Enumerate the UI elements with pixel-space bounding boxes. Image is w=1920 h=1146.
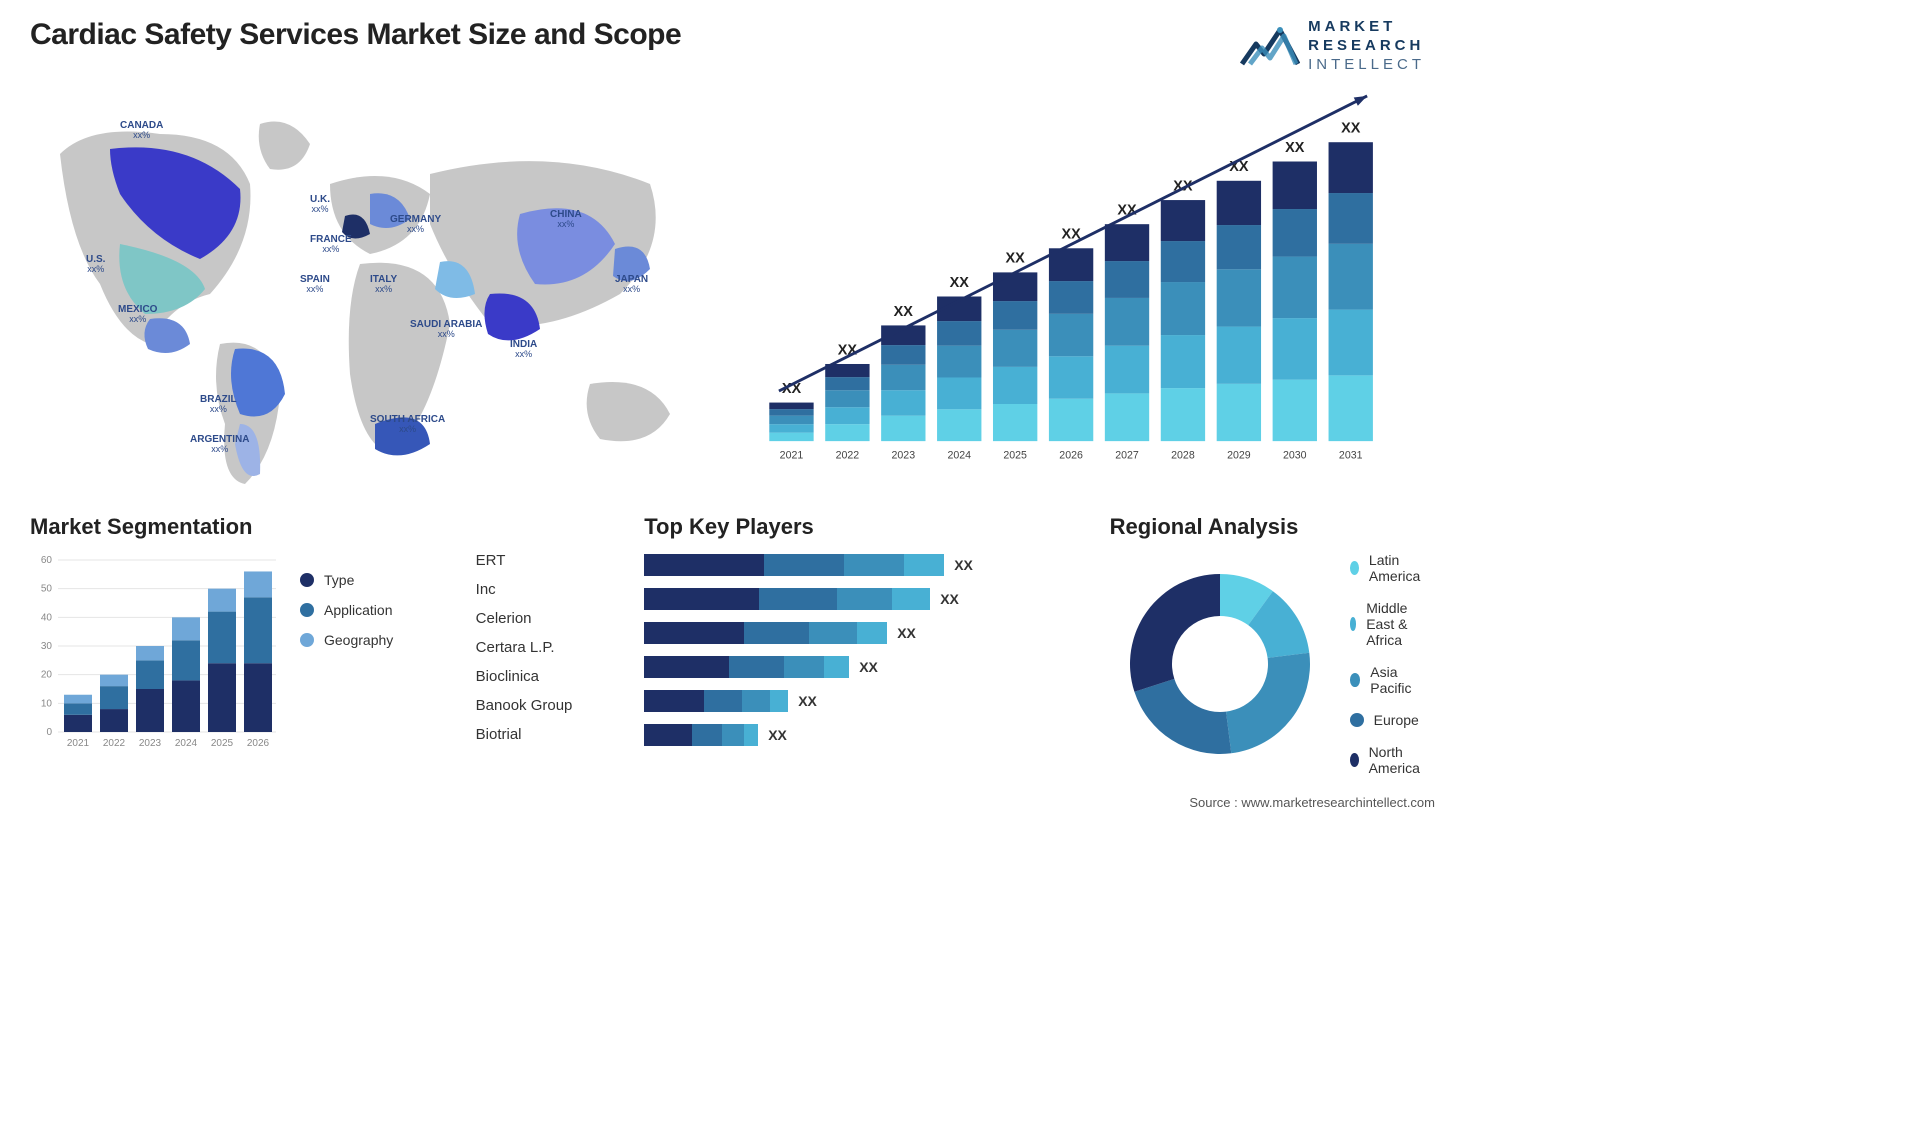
svg-text:30: 30 [41,641,53,652]
svg-text:10: 10 [41,699,53,710]
segmentation-title: Market Segmentation [30,514,446,540]
player-name: Celerion [476,610,615,627]
growth-bar-chart: XX2021XX2022XX2023XX2024XX2025XX2026XX20… [750,94,1425,480]
map-label: SOUTH AFRICAxx% [370,414,445,435]
page-title: Cardiac Safety Services Market Size and … [30,18,681,52]
svg-text:2022: 2022 [103,738,126,749]
regional-panel: Regional Analysis Latin America Middle Ea… [1110,514,1425,776]
map-label: ITALYxx% [370,274,397,295]
region-legend-item: Asia Pacific [1350,664,1425,696]
map-label: JAPANxx% [615,274,648,295]
svg-text:2026: 2026 [247,738,270,749]
legend-item: Geography [300,632,393,648]
player-name: Inc [476,581,615,598]
player-name: ERT [476,552,615,569]
key-players-bars: XX XX XX XX XX XX [644,552,1079,748]
segmentation-panel: Market Segmentation 0 10 20 30 40 50 60 2021 202… [30,514,446,752]
segmentation-chart: 0 10 20 30 40 50 60 2021 2022 2023 2024 2025 2026 [30,552,280,752]
svg-text:2025: 2025 [211,738,234,749]
regional-title: Regional Analysis [1110,514,1425,540]
map-label: SAUDI ARABIAxx% [410,319,482,340]
svg-text:2022: 2022 [836,450,860,462]
kp-row: XX [644,688,1079,714]
region-legend-item: Middle East & Africa [1350,600,1425,648]
regional-legend: Latin America Middle East & Africa Asia Pa… [1350,552,1425,776]
svg-text:2030: 2030 [1283,450,1307,462]
player-name: Bioclinica [476,668,615,685]
player-name: Biotrial [476,726,615,743]
map-label: SPAINxx% [300,274,330,295]
regional-donut [1110,564,1330,764]
svg-text:2023: 2023 [139,738,162,749]
map-label: CHINAxx% [550,209,582,230]
svg-text:20: 20 [41,670,53,681]
key-players-title: Top Key Players [644,514,1079,540]
svg-text:40: 40 [41,613,53,624]
brand-logo: MARKET RESEARCH INTELLECT [1240,18,1425,74]
svg-text:2024: 2024 [175,738,198,749]
players-text-list: ERT Inc Celerion Certara L.P. Bioclinica Bano… [476,514,615,743]
svg-text:2021: 2021 [67,738,90,749]
player-name: Certara L.P. [476,639,615,656]
kp-row: XX [644,722,1079,748]
kp-row: XX [644,654,1079,680]
map-label: MEXICOxx% [118,304,157,325]
svg-text:2024: 2024 [947,450,971,462]
map-label: U.K.xx% [310,194,330,215]
svg-text:XX: XX [1285,140,1305,156]
logo-line1: MARKET [1308,18,1396,35]
map-label: U.S.xx% [86,254,105,275]
growth-chart-panel: XX2021XX2022XX2023XX2024XX2025XX2026XX20… [750,94,1425,494]
svg-text:XX: XX [1006,251,1026,267]
svg-text:2021: 2021 [780,450,804,462]
svg-text:0: 0 [46,727,52,738]
svg-text:2031: 2031 [1339,450,1363,462]
svg-text:2023: 2023 [892,450,916,462]
region-legend-item: North America [1350,744,1425,776]
svg-text:60: 60 [41,555,53,566]
svg-text:XX: XX [950,275,970,291]
legend-item: Application [300,602,393,618]
svg-text:2027: 2027 [1115,450,1139,462]
legend-item: Type [300,572,393,588]
svg-text:2028: 2028 [1171,450,1195,462]
source-attribution: Source : www.marketresearchintellect.com [1189,795,1435,810]
svg-text:2029: 2029 [1227,450,1251,462]
svg-text:XX: XX [1341,121,1361,137]
world-map-panel: CANADAxx% U.S.xx% MEXICOxx% BRAZILxx% ARGENT… [30,94,710,494]
map-label: INDIAxx% [510,339,537,360]
map-label: CANADAxx% [120,120,163,141]
segmentation-legend: Type Application Geography [300,552,393,752]
svg-text:2025: 2025 [1003,450,1027,462]
kp-row: XX [644,552,1079,578]
map-label: FRANCExx% [310,234,352,255]
player-name: Banook Group [476,697,615,714]
map-label: BRAZILxx% [200,394,237,415]
logo-line2: RESEARCH [1308,37,1424,54]
kp-row: XX [644,586,1079,612]
svg-text:50: 50 [41,584,53,595]
kp-row: XX [644,620,1079,646]
svg-text:2026: 2026 [1059,450,1083,462]
region-legend-item: Europe [1350,712,1425,728]
region-legend-item: Latin America [1350,552,1425,584]
map-label: ARGENTINAxx% [190,434,249,455]
map-label: GERMANYxx% [390,214,441,235]
key-players-panel: Top Key Players XX XX XX XX XX XX [644,514,1079,748]
svg-text:XX: XX [894,304,914,320]
logo-mark-icon [1240,24,1300,68]
logo-line3: INTELLECT [1308,56,1425,73]
